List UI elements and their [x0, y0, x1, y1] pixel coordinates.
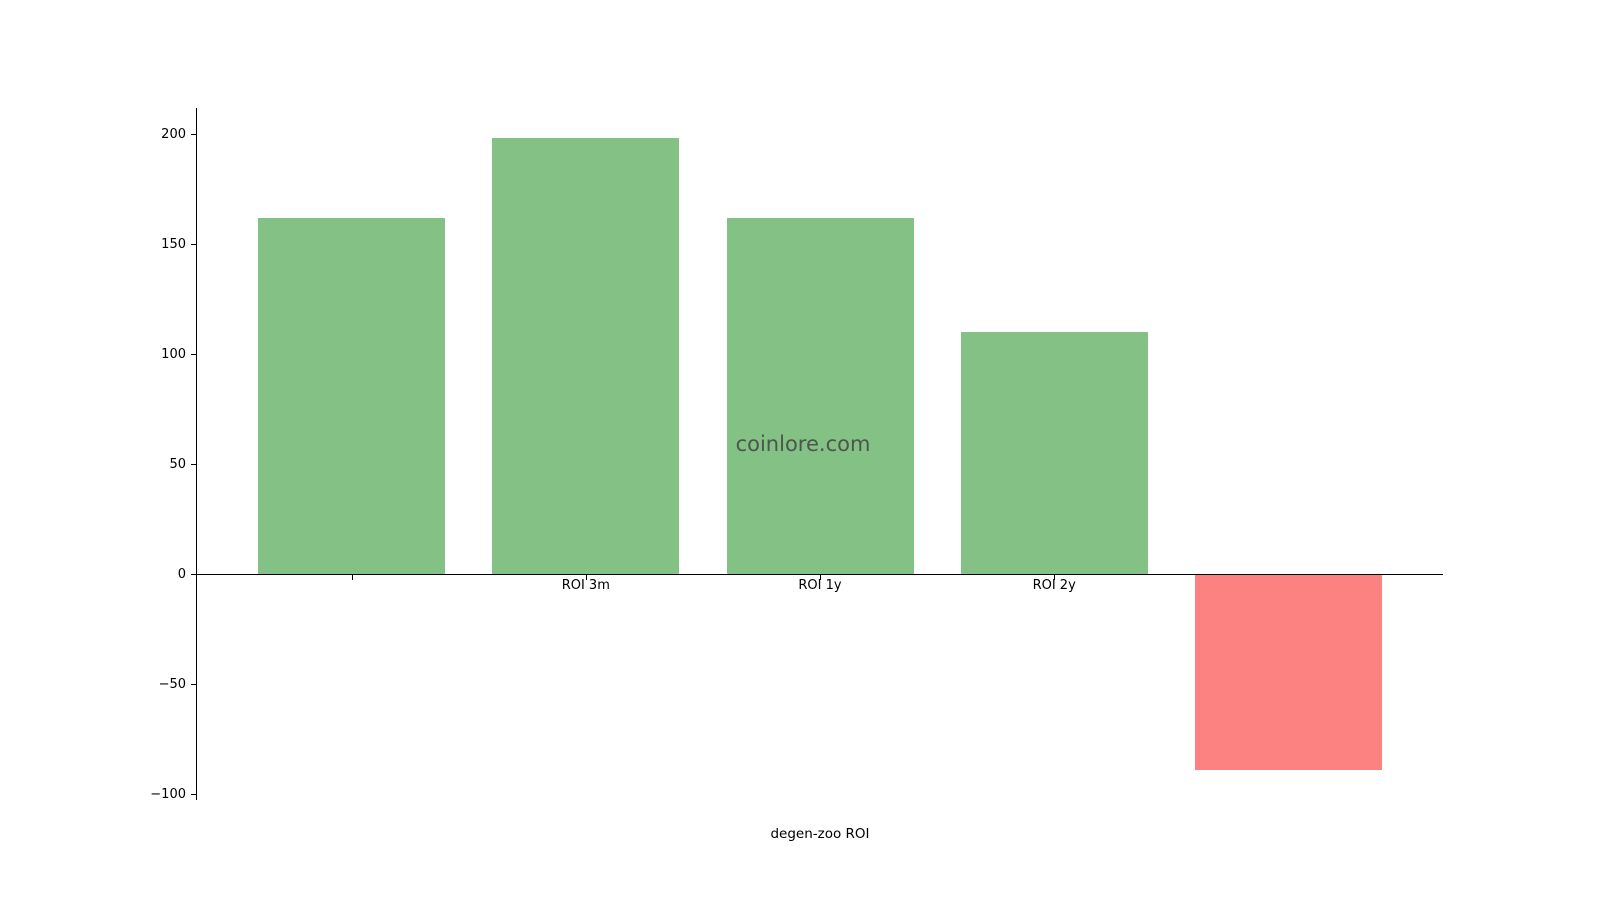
y-tick-100: [191, 354, 196, 355]
bar-roi-1y: [726, 218, 914, 574]
x-tick-roi-1y: [820, 575, 821, 580]
x-tick-category-1: [351, 575, 353, 580]
y-tick-label-200: 200: [161, 126, 186, 142]
bar-roi-2y: [960, 332, 1148, 574]
x-tick-label-roi-1y: ROI 1y: [798, 578, 842, 593]
watermark-text: coinlore.com: [735, 432, 871, 456]
bar-category-5: [1194, 574, 1382, 770]
y-tick-150: [191, 244, 196, 245]
bar-roi-3m: [492, 138, 680, 574]
bar-category-1: [258, 218, 446, 574]
y-tick-label-−50: −50: [158, 676, 186, 692]
y-tick-label-150: 150: [161, 236, 186, 252]
x-tick-label-roi-3m: ROI 3m: [561, 578, 610, 593]
x-tick-roi-3m: [585, 575, 587, 580]
y-tick-50: [191, 464, 196, 465]
y-tick-200: [191, 134, 196, 135]
y-tick-−50: [191, 684, 196, 685]
y-tick-−100: [191, 794, 196, 795]
y-tick-label-50: 50: [169, 456, 186, 472]
y-tick-label-−100: −100: [150, 786, 186, 802]
y-tick-label-0: 0: [177, 566, 186, 582]
y-tick-label-100: 100: [161, 346, 186, 362]
x-axis-zero-line: [197, 574, 1443, 575]
x-axis-title: degen-zoo ROI: [770, 826, 870, 842]
y-axis-line: [196, 108, 197, 800]
y-tick-0: [191, 574, 196, 575]
x-tick-label-roi-2y: ROI 2y: [1032, 578, 1076, 593]
x-tick-roi-2y: [1054, 575, 1056, 580]
